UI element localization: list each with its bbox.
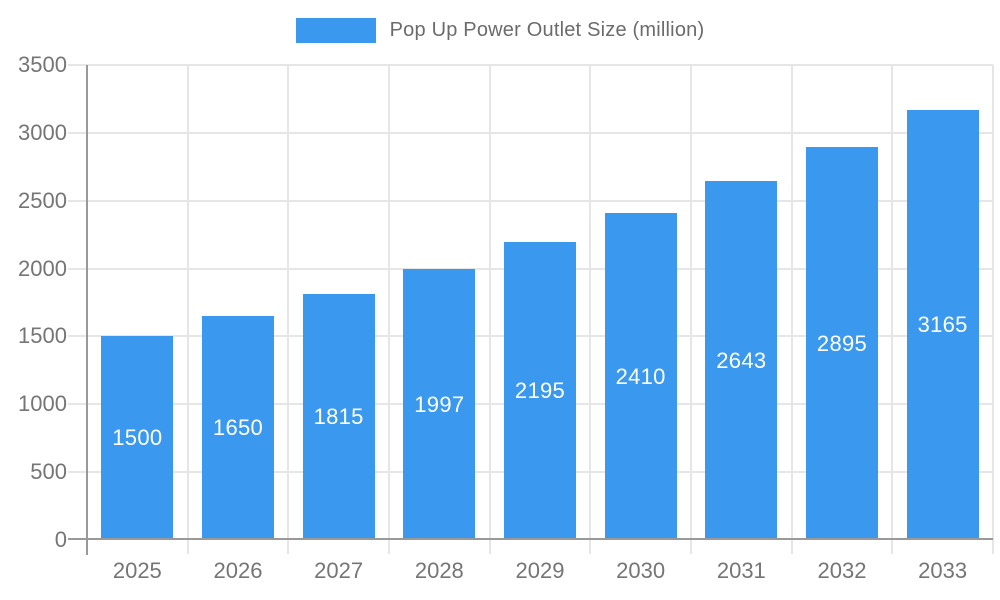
x-axis-label-2030: 2030	[616, 558, 666, 583]
y-axis-label-3500: 3500	[18, 52, 67, 77]
gridline-x-boundary-7	[790, 65, 793, 540]
gridline-x-boundary-4	[488, 65, 491, 540]
bar-2026: 1650	[202, 316, 274, 540]
y-axis-line	[86, 65, 88, 555]
bar-value-label-2026: 1650	[212, 415, 264, 440]
gridline-x-boundary-6	[690, 65, 692, 540]
bar-value-label-2027: 1815	[313, 404, 364, 429]
bar-value-label-2028: 1997	[414, 391, 465, 417]
y-tick-3000	[68, 131, 87, 134]
x-axis-label-2026: 2026	[213, 558, 263, 583]
gridline-x-boundary-3	[388, 65, 390, 540]
y-axis-label-2000: 2000	[18, 255, 67, 281]
y-axis-label-500: 500	[30, 459, 67, 485]
gridline-y-3500	[87, 64, 993, 67]
legend-label: Pop Up Power Outlet Size (million)	[389, 19, 705, 41]
x-tick-5	[589, 540, 592, 554]
x-axis-line	[68, 538, 993, 540]
x-tick-1	[186, 540, 189, 554]
bar-value-label-2029: 2195	[514, 378, 566, 403]
bar-2032: 2895	[806, 147, 878, 540]
x-axis-label-2033: 2033	[918, 558, 968, 583]
x-axis-label-2032: 2032	[817, 558, 867, 583]
x-axis-label-2029: 2029	[515, 558, 565, 583]
x-axis-label-2031: 2031	[716, 558, 766, 583]
y-tick-1000	[68, 403, 87, 406]
legend: Pop Up Power Outlet Size (million)	[0, 18, 1000, 43]
bar-value-label-2031: 2643	[716, 347, 767, 373]
y-tick-2000	[68, 267, 87, 270]
bar-value-label-2030: 2410	[615, 363, 666, 389]
plot-area: 1500 1650 1815 1997 2195 2410 2643 2895 3165 0 500…	[18, 52, 994, 583]
bar-2029: 2195	[504, 242, 576, 540]
y-axis-label-0: 0	[54, 527, 67, 552]
y-axis-label-1500: 1500	[18, 323, 67, 349]
bar-value-label-2025: 1500	[112, 425, 163, 450]
y-tick-500	[68, 471, 87, 474]
bar-2028: 1997	[403, 269, 476, 540]
x-axis-label-2028: 2028	[414, 558, 464, 583]
y-axis-label-1000: 1000	[18, 391, 67, 417]
gridline-x-boundary-2	[287, 65, 290, 540]
y-axis-label-3000: 3000	[18, 119, 67, 145]
y-tick-3500	[68, 64, 87, 67]
x-tick-7	[790, 540, 793, 554]
bar-2025: 1500	[101, 336, 174, 540]
gridline-x-boundary-5	[589, 65, 592, 540]
x-tick-4	[488, 540, 491, 554]
bar-value-label-2033: 3165	[917, 312, 968, 337]
x-axis-label-2025: 2025	[112, 558, 162, 583]
gridline-x-boundary-1	[186, 65, 189, 540]
gridline-x-boundary-8	[891, 65, 894, 540]
y-tick-2500	[68, 199, 87, 202]
x-tick-9	[992, 540, 994, 554]
y-tick-1500	[68, 335, 87, 338]
x-axis-label-2027: 2027	[314, 558, 364, 583]
gridline-y-2500	[87, 199, 993, 202]
gridline-y-3000	[87, 131, 993, 134]
bar-2031: 2643	[705, 181, 778, 540]
gridline-x-boundary-9	[992, 65, 994, 540]
x-tick-6	[690, 540, 692, 554]
x-tick-3	[388, 540, 390, 554]
x-tick-8	[891, 540, 894, 554]
bar-2033: 3165	[906, 110, 979, 540]
bar-2027: 1815	[302, 294, 375, 540]
legend-swatch	[295, 18, 376, 43]
bar-value-label-2032: 2895	[816, 330, 868, 356]
y-axis-label-2500: 2500	[18, 187, 67, 213]
x-tick-2	[287, 540, 290, 554]
bar-2030: 2410	[604, 213, 677, 540]
